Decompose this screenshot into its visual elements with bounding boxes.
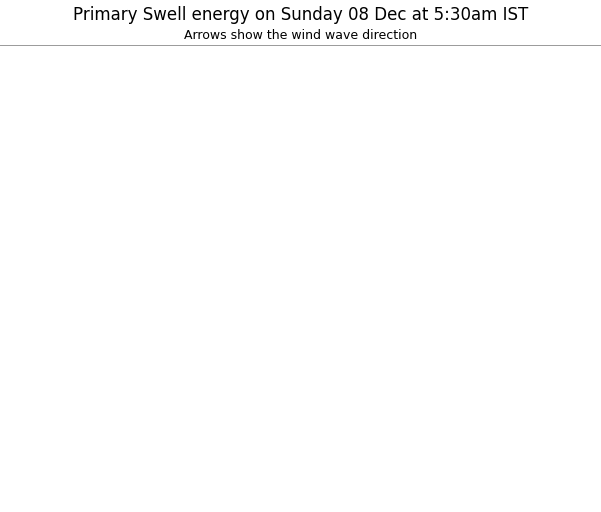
Text: Arrows show the wind wave direction: Arrows show the wind wave direction xyxy=(184,30,417,42)
Text: Primary Swell energy on Sunday 08 Dec at 5:30am IST: Primary Swell energy on Sunday 08 Dec at… xyxy=(73,6,528,24)
Text: cartopy required: cartopy required xyxy=(243,272,358,286)
